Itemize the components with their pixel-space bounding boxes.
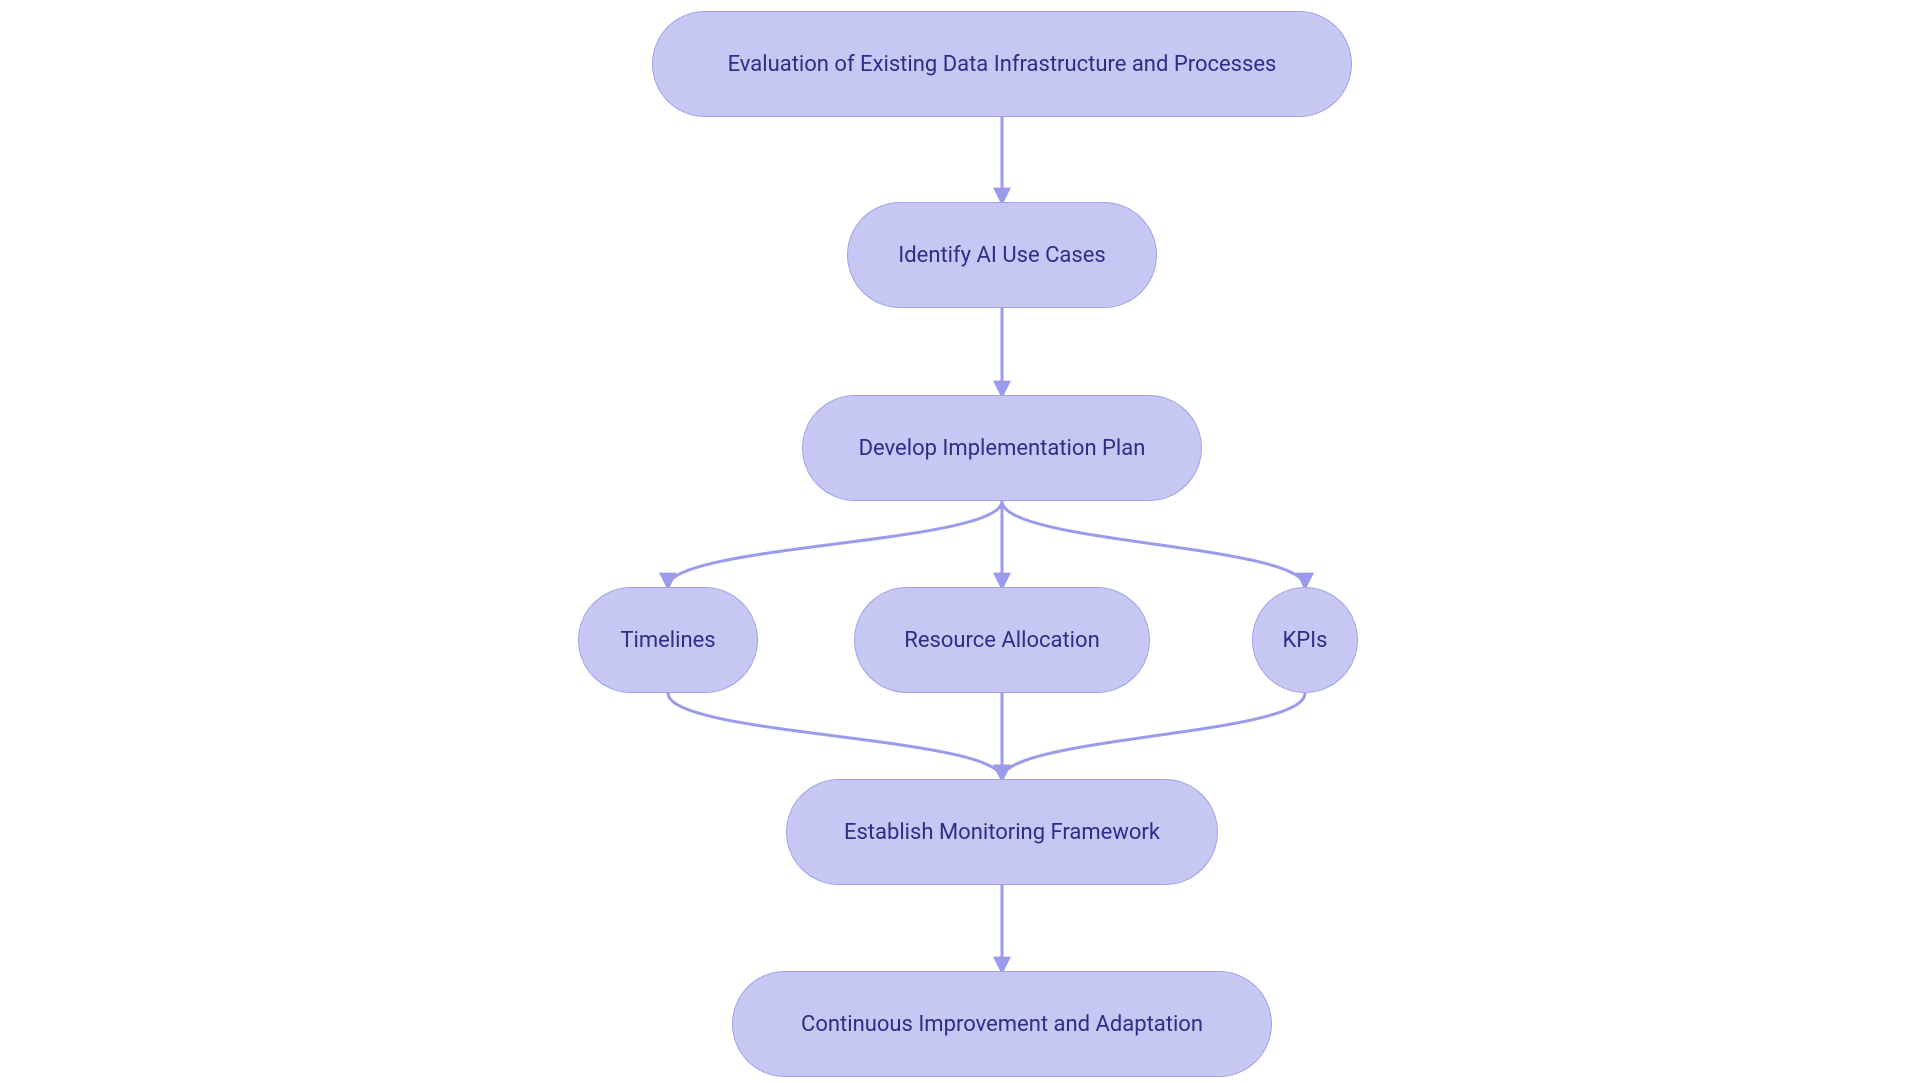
node-label: Resource Allocation [904, 628, 1099, 653]
node-n8: Continuous Improvement and Adaptation [732, 971, 1272, 1077]
node-n5: Resource Allocation [854, 587, 1150, 693]
edge-n4-n7 [668, 693, 1002, 779]
node-n2: Identify AI Use Cases [847, 202, 1157, 308]
node-n6: KPIs [1252, 587, 1358, 693]
node-n4: Timelines [578, 587, 758, 693]
node-label: Establish Monitoring Framework [844, 820, 1160, 845]
edge-n3-n4 [668, 501, 1002, 587]
edges-layer [0, 0, 1920, 1083]
edge-n6-n7 [1002, 693, 1305, 779]
node-label: Develop Implementation Plan [859, 436, 1146, 461]
node-label: Continuous Improvement and Adaptation [801, 1012, 1203, 1037]
node-n7: Establish Monitoring Framework [786, 779, 1218, 885]
edge-n3-n6 [1002, 501, 1305, 587]
node-label: Evaluation of Existing Data Infrastructu… [728, 52, 1277, 77]
node-label: KPIs [1282, 628, 1327, 653]
node-n3: Develop Implementation Plan [802, 395, 1202, 501]
node-label: Identify AI Use Cases [898, 243, 1105, 268]
node-label: Timelines [620, 628, 715, 653]
node-n1: Evaluation of Existing Data Infrastructu… [652, 11, 1352, 117]
flowchart-canvas: Evaluation of Existing Data Infrastructu… [0, 0, 1920, 1083]
